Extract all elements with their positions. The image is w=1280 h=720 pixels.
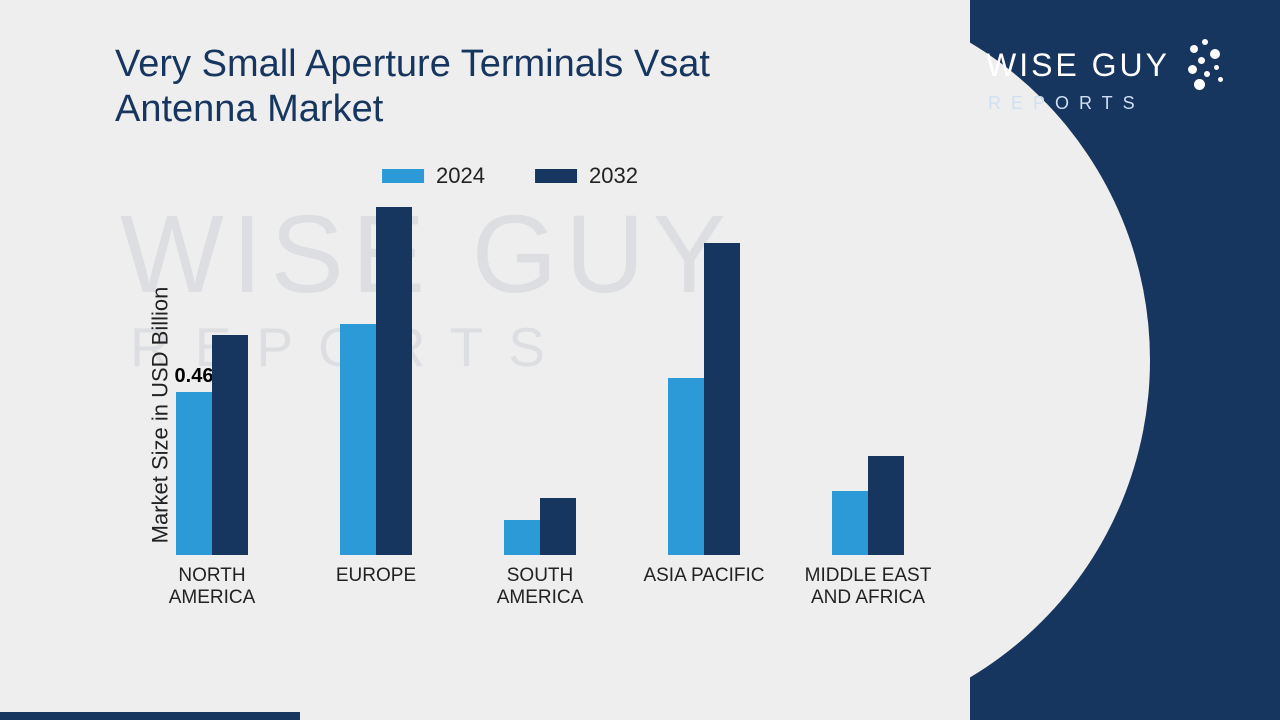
- legend-item-2032: 2032: [535, 163, 638, 189]
- x-axis-category-label: MIDDLE EAST AND AFRICA: [786, 560, 950, 665]
- legend-label-2032: 2032: [589, 163, 638, 189]
- bottom-accent-bar: [0, 712, 300, 720]
- bar: [832, 491, 868, 555]
- x-axis-category-label: EUROPE: [294, 560, 458, 665]
- x-axis-labels: NORTH AMERICAEUROPESOUTH AMERICAASIA PAC…: [130, 560, 950, 665]
- canvas: WISE GUY REPORTS Very Small Aperture Ter…: [0, 0, 1280, 720]
- legend: 2024 2032: [382, 163, 638, 189]
- chart-area: Market Size in USD Billion 2024 2032 0.4…: [60, 165, 960, 665]
- legend-item-2024: 2024: [382, 163, 485, 189]
- plot-area: 0.46: [130, 200, 950, 555]
- bar: [376, 207, 412, 555]
- logo-text-line1: WISE GUY: [986, 47, 1170, 84]
- bar: [504, 520, 540, 556]
- x-axis-category-label: ASIA PACIFIC: [622, 560, 786, 665]
- bar: [340, 324, 376, 555]
- x-axis-category-label: NORTH AMERICA: [130, 560, 294, 665]
- legend-swatch-2024: [382, 169, 424, 183]
- legend-swatch-2032: [535, 169, 577, 183]
- logo-text-line2: REPORTS: [988, 93, 1235, 114]
- data-label: 0.46: [175, 365, 214, 388]
- bar: [868, 456, 904, 555]
- bar: [668, 378, 704, 556]
- chart-title: Very Small Aperture Terminals Vsat Anten…: [115, 42, 835, 132]
- bar: [540, 498, 576, 555]
- bar: [176, 392, 212, 555]
- x-axis-category-label: SOUTH AMERICA: [458, 560, 622, 665]
- bar: [704, 243, 740, 555]
- brand-logo: WISE GUY REPORTS: [986, 35, 1235, 114]
- legend-label-2024: 2024: [436, 163, 485, 189]
- logo-head-icon: [1180, 35, 1235, 95]
- bar: [212, 335, 248, 555]
